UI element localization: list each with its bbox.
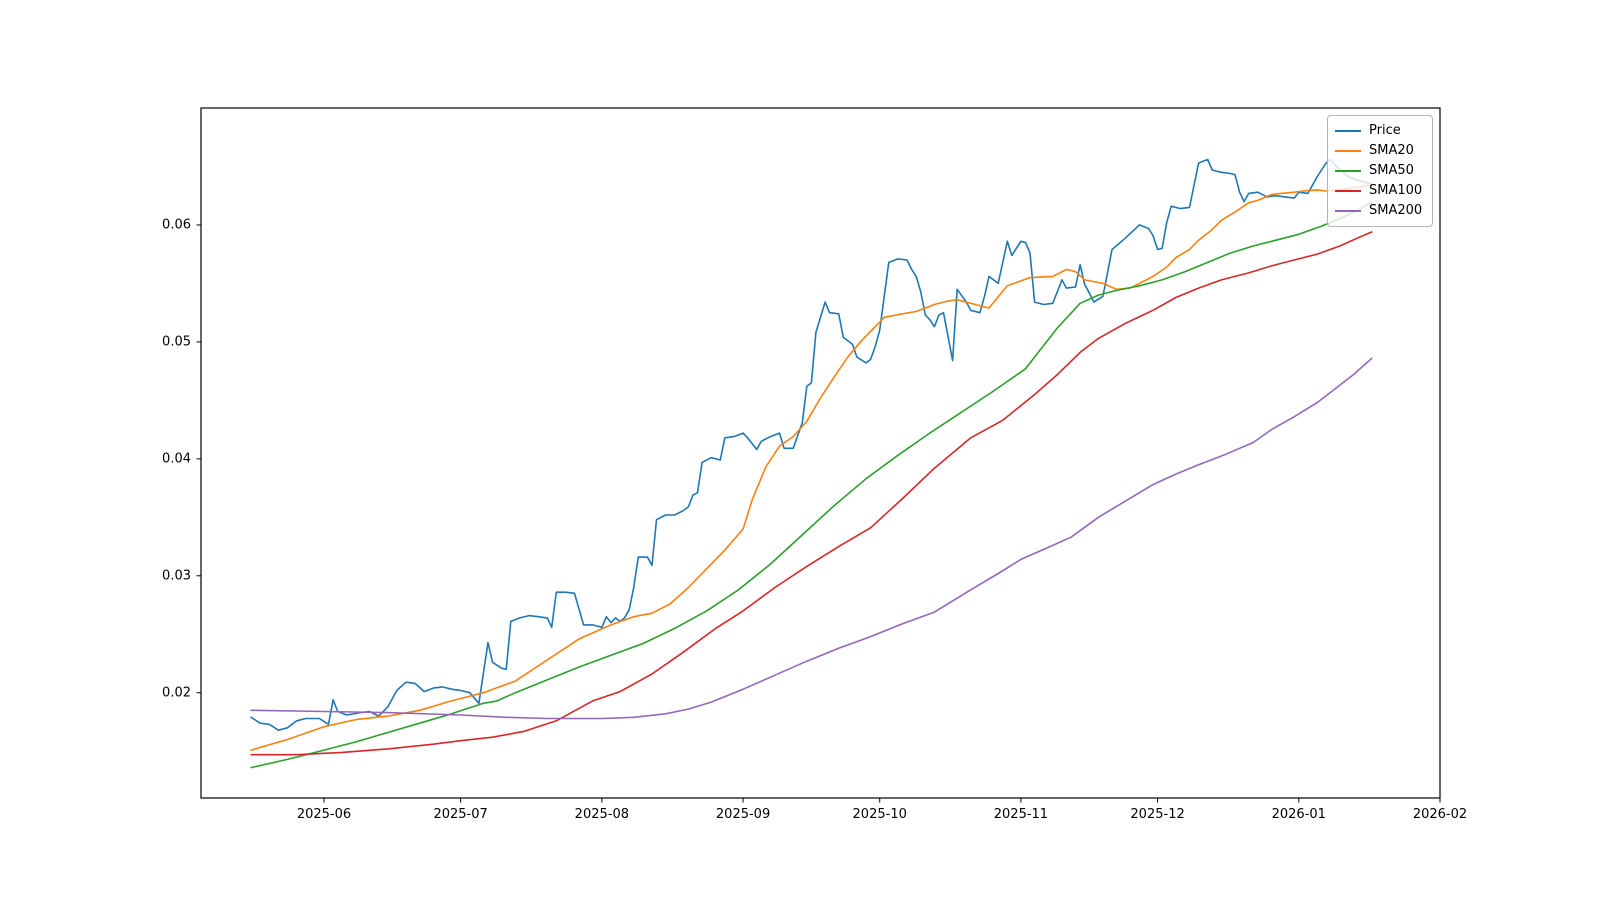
y-tick-label: 0.06 — [162, 217, 191, 233]
x-tick-label: 2026-02 — [1412, 807, 1468, 822]
legend-label: SMA20 — [1369, 143, 1414, 158]
legend-line-sample-sma200 — [1335, 210, 1361, 212]
series-line-price — [250, 158, 1373, 732]
legend-line-sample-sma50 — [1335, 170, 1361, 172]
x-tick-label: 2025-06 — [296, 807, 352, 822]
x-tick-label: 2025-12 — [1130, 807, 1185, 822]
y-tick-label: 0.04 — [162, 451, 191, 467]
legend-label: SMA100 — [1369, 183, 1423, 198]
legend-label: SMA200 — [1369, 203, 1423, 218]
x-tick-label: 2025-09 — [715, 807, 771, 822]
legend-entry-price: Price — [1335, 121, 1424, 141]
y-tick-label: 0.02 — [162, 685, 191, 701]
legend-entry-sma50: SMA50 — [1335, 161, 1424, 181]
series-line-sma50 — [250, 201, 1373, 769]
legend-line-sample-sma20 — [1335, 150, 1361, 152]
x-tick-label: 2025-07 — [433, 807, 488, 822]
series-line-sma100 — [250, 231, 1373, 756]
y-tick-label: 0.03 — [162, 568, 191, 584]
x-tick-label: 2025-10 — [852, 807, 907, 822]
legend-label: SMA50 — [1369, 163, 1414, 178]
x-tick-label: 2025-11 — [993, 807, 1049, 822]
legend-label: Price — [1369, 123, 1401, 138]
axes-spines — [200, 107, 1441, 799]
y-tick-label: 0.05 — [162, 334, 191, 350]
legend-entry-sma20: SMA20 — [1335, 141, 1424, 161]
legend-entry-sma200: SMA200 — [1335, 201, 1424, 221]
series-line-sma20 — [250, 184, 1373, 751]
legend-entry-sma100: SMA100 — [1335, 181, 1424, 201]
x-tick-label: 2025-08 — [574, 807, 630, 822]
x-tick-label: 2026-01 — [1271, 807, 1326, 822]
legend: Price SMA20 SMA50 SMA100 SMA200 — [1327, 115, 1433, 227]
legend-line-sample-sma100 — [1335, 190, 1361, 192]
legend-line-sample-price — [1335, 130, 1361, 132]
series-line-sma200 — [250, 357, 1373, 720]
